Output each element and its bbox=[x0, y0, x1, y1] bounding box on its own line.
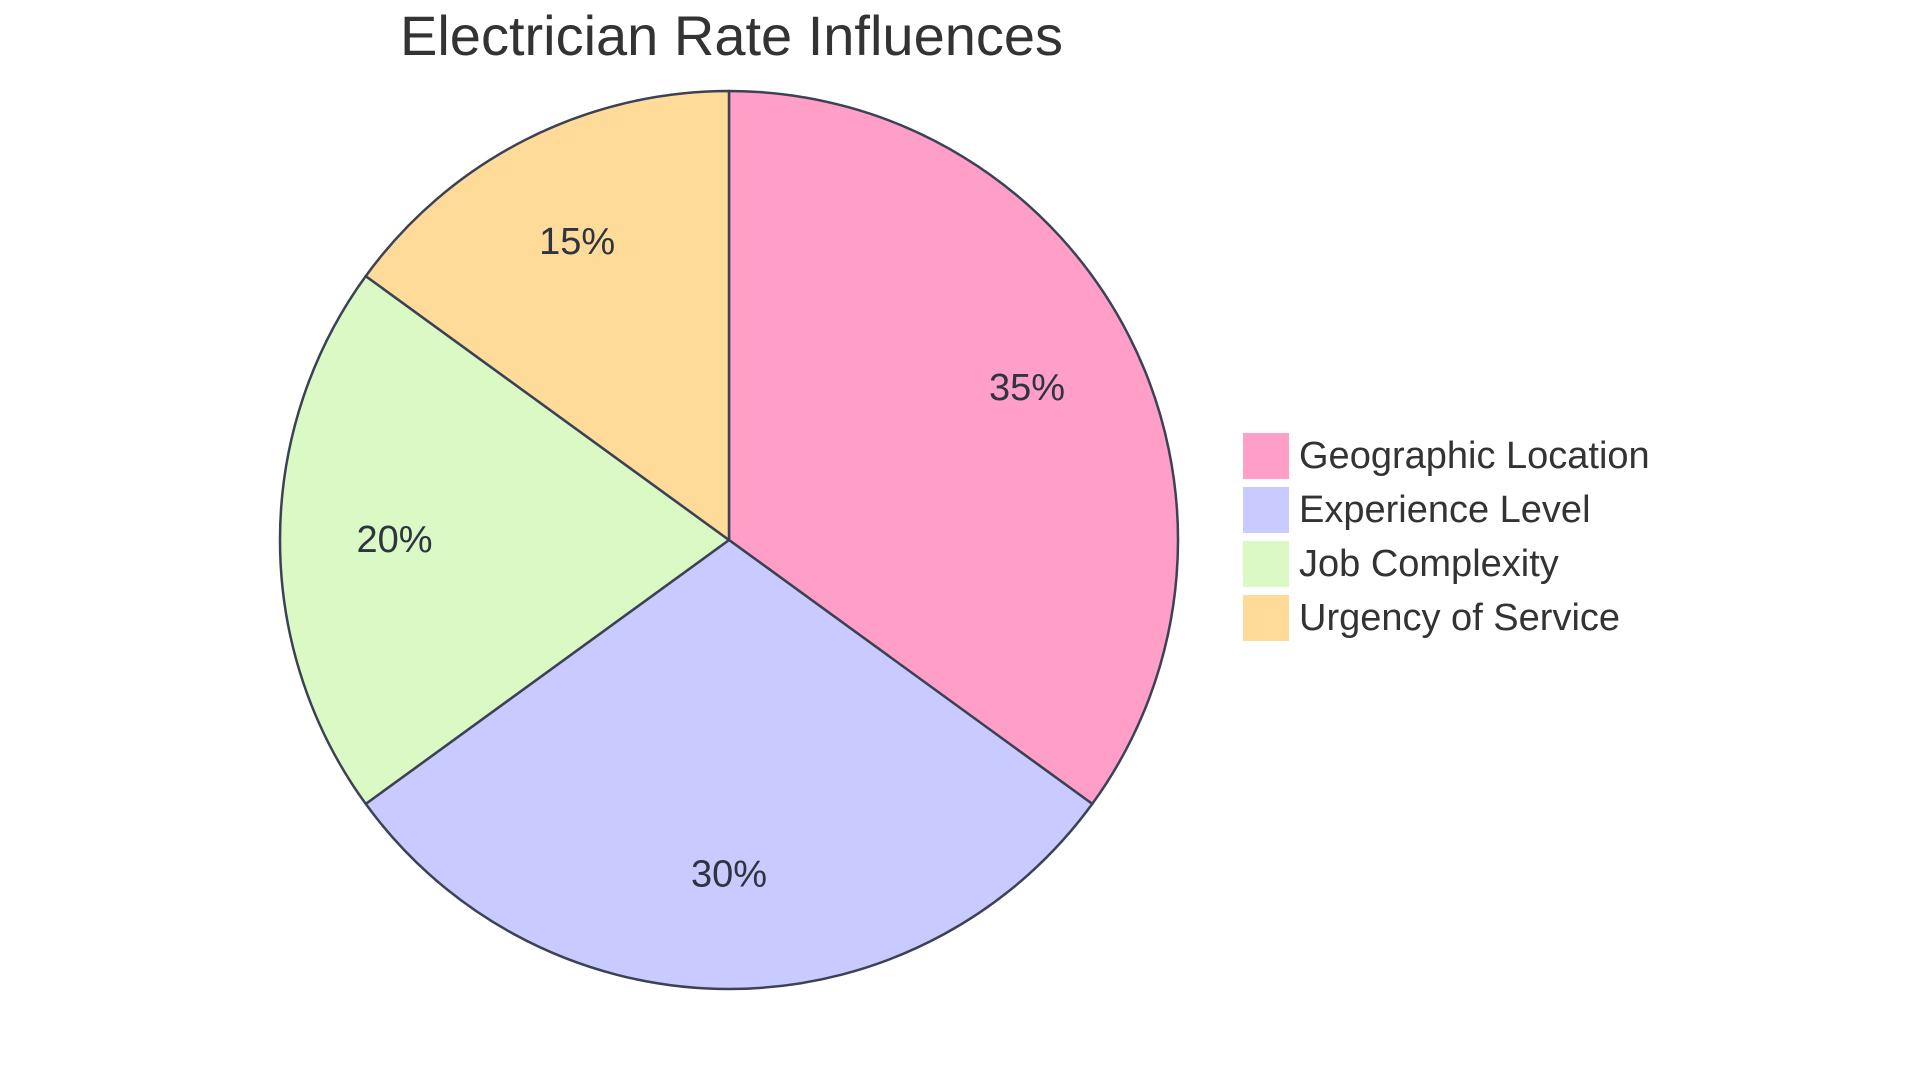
svg-text:30%: 30% bbox=[691, 854, 767, 896]
svg-text:35%: 35% bbox=[989, 367, 1065, 409]
svg-text:20%: 20% bbox=[356, 519, 432, 561]
svg-text:15%: 15% bbox=[539, 221, 615, 263]
